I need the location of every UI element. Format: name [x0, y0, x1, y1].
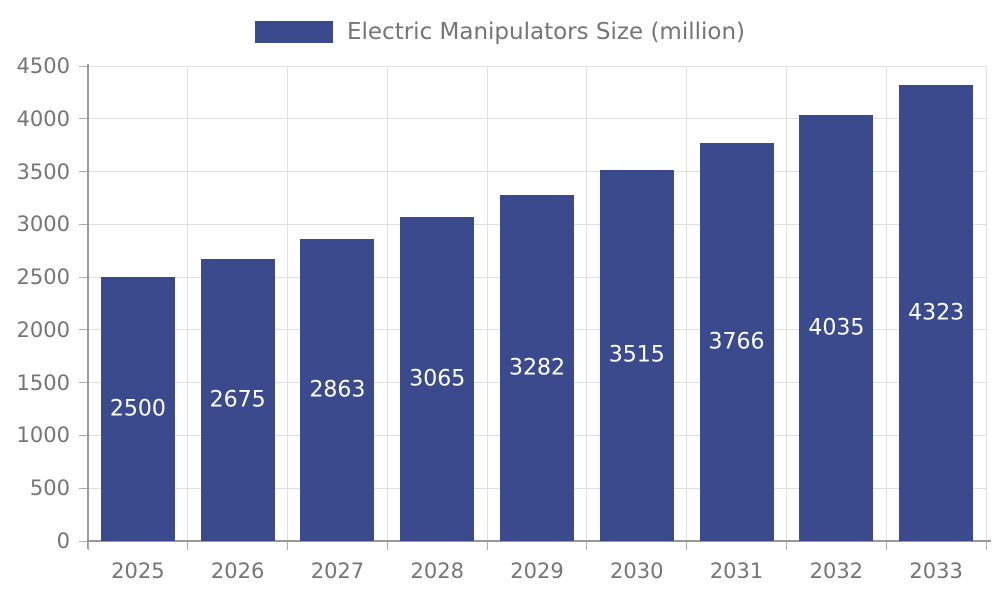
bar[interactable]: 4035	[799, 115, 874, 541]
gridline-vertical	[586, 66, 588, 541]
gridline-vertical	[885, 66, 887, 541]
x-axis-label: 2032	[809, 559, 864, 583]
gridline-vertical	[686, 66, 688, 541]
x-axis-label: 2031	[709, 559, 764, 583]
y-axis-tick	[79, 382, 87, 384]
bar[interactable]: 3766	[699, 143, 774, 541]
bar-value-label: 4035	[808, 315, 865, 341]
gridline-vertical	[187, 66, 189, 541]
y-axis-tick	[79, 434, 87, 436]
y-axis-line	[87, 64, 89, 549]
bar-value-label: 3766	[708, 329, 765, 355]
x-axis-tick	[785, 542, 787, 550]
y-axis-label: 4000	[16, 106, 70, 131]
x-axis-label: 2025	[111, 559, 165, 583]
bar[interactable]: 2675	[200, 258, 275, 541]
bar[interactable]: 2500	[100, 277, 175, 541]
y-axis-tick	[79, 223, 87, 225]
x-axis-label: 2027	[310, 559, 365, 583]
y-axis-tick	[79, 540, 87, 542]
gridline-horizontal	[88, 65, 986, 67]
x-axis-tick	[985, 542, 987, 550]
y-axis-tick	[79, 65, 87, 67]
y-axis-label: 500	[29, 476, 70, 501]
y-axis-tick	[79, 118, 87, 120]
x-axis-label: 2033	[909, 559, 963, 583]
y-axis-tick	[79, 276, 87, 278]
y-axis-tick	[79, 329, 87, 331]
y-axis-tick	[79, 171, 87, 173]
y-axis-tick	[79, 487, 87, 489]
legend-swatch	[254, 21, 333, 43]
y-axis-label: 2000	[16, 317, 70, 342]
bar[interactable]: 3282	[500, 194, 574, 541]
bar-value-label: 3282	[509, 355, 565, 381]
x-axis-line	[87, 540, 991, 542]
y-axis-label: 3000	[16, 212, 70, 237]
bar-value-label: 2675	[209, 387, 266, 413]
legend-item[interactable]: Electric Manipulators Size (million)	[0, 16, 1000, 48]
x-axis-label: 2030	[610, 559, 664, 583]
gridline-vertical	[287, 66, 289, 541]
bar-value-label: 2500	[109, 396, 166, 422]
x-axis-tick	[486, 542, 488, 550]
y-axis-label: 1000	[16, 423, 70, 448]
y-axis-label: 3500	[16, 159, 70, 184]
gridline-vertical	[985, 66, 987, 541]
gridline-vertical	[386, 66, 388, 541]
x-axis-label: 2028	[410, 559, 464, 583]
x-axis-tick	[586, 542, 588, 550]
bar-value-label: 2863	[309, 377, 366, 403]
y-axis-label: 2500	[16, 265, 70, 290]
legend-label: Electric Manipulators Size (million)	[346, 19, 746, 45]
bar-value-label: 4323	[908, 300, 965, 326]
bar[interactable]: 2863	[300, 238, 375, 541]
gridline-vertical	[486, 66, 488, 541]
x-axis-label: 2026	[210, 559, 265, 583]
bar[interactable]: 4323	[899, 84, 974, 541]
x-axis-tick	[287, 542, 289, 550]
x-axis-label: 2029	[510, 559, 564, 583]
x-axis-tick	[686, 542, 688, 550]
x-axis-tick	[87, 542, 89, 550]
bar-value-label: 3065	[409, 366, 466, 392]
x-axis-tick	[386, 542, 388, 550]
bar-value-label: 3515	[608, 342, 665, 368]
bar[interactable]: 3065	[400, 217, 475, 541]
bar[interactable]: 3515	[599, 169, 674, 541]
y-axis-label: 4500	[16, 54, 70, 78]
y-axis-label: 0	[56, 529, 70, 553]
y-axis-label: 1500	[16, 370, 70, 395]
gridline-horizontal	[88, 118, 986, 120]
gridline-horizontal	[88, 171, 986, 173]
gridline-vertical	[785, 66, 787, 541]
x-axis-tick	[885, 542, 887, 550]
x-axis-tick	[187, 542, 189, 550]
